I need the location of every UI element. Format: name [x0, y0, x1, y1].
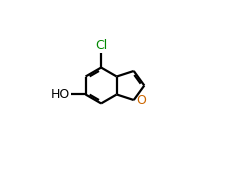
Text: O: O [136, 94, 146, 107]
Text: Cl: Cl [95, 39, 107, 52]
Text: HO: HO [51, 88, 70, 101]
